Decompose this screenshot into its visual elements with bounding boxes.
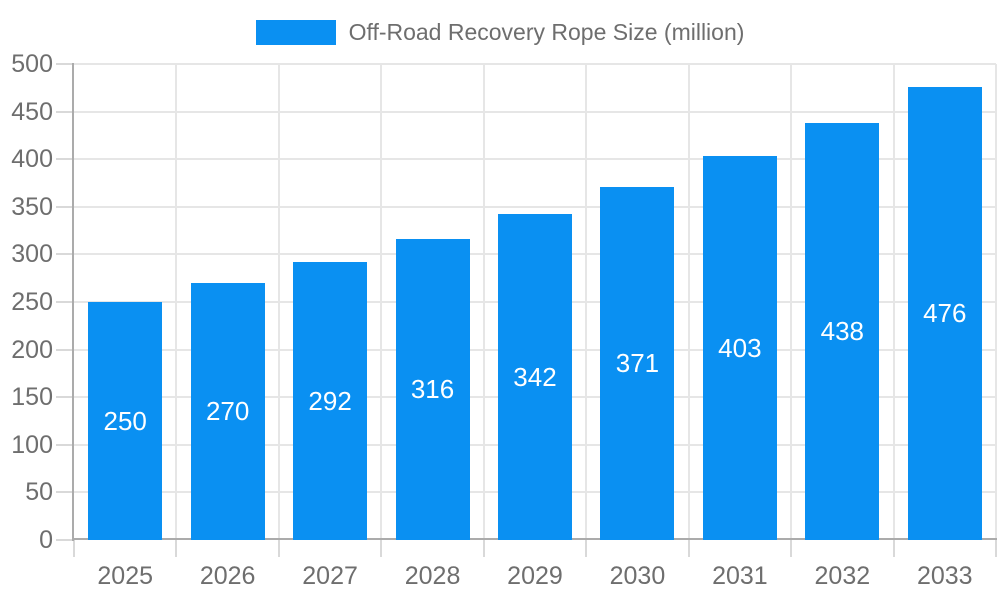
legend-item[interactable]: Off-Road Recovery Rope Size (million) <box>0 19 1000 46</box>
bar[interactable]: 292 <box>293 262 368 540</box>
y-axis-label: 350 <box>11 192 53 221</box>
gridline-vertical <box>277 64 280 540</box>
bar-value-label: 250 <box>103 405 147 436</box>
gridline-vertical <box>175 64 178 540</box>
y-axis-tick <box>56 110 74 113</box>
plot-area: 0 50 100 150 200 250 300 350 400 450 500 250 270 292 3… <box>11 51 997 590</box>
y-axis-label: 400 <box>11 145 53 174</box>
bar-value-label: 476 <box>923 297 967 328</box>
gridline-vertical <box>482 64 485 540</box>
y-axis-label: 200 <box>11 335 53 364</box>
x-axis-tick <box>175 540 178 557</box>
x-axis-tick <box>277 540 280 557</box>
y-axis-tick <box>56 539 74 541</box>
x-axis-label: 2027 <box>302 562 358 590</box>
gridline-vertical <box>892 64 895 540</box>
x-axis-label: 2026 <box>199 562 256 590</box>
y-axis-line <box>72 63 74 541</box>
gridline-vertical <box>380 64 383 540</box>
y-axis-tick <box>56 253 74 256</box>
bar[interactable]: 342 <box>498 214 572 540</box>
y-axis-label: 450 <box>11 97 53 126</box>
bar-value-label: 438 <box>820 316 865 346</box>
x-axis-label: 2033 <box>916 562 973 590</box>
bar-value-label: 292 <box>308 385 352 416</box>
y-axis-tick <box>56 158 74 161</box>
bar[interactable]: 316 <box>395 239 470 540</box>
x-axis-label: 2032 <box>814 562 871 590</box>
x-axis-tick <box>380 540 383 557</box>
y-axis-tick <box>56 396 74 399</box>
x-axis-tick <box>482 540 485 557</box>
y-axis-tick <box>56 63 74 65</box>
x-axis-tick <box>995 540 997 557</box>
x-axis-label: 2025 <box>97 562 154 590</box>
y-axis-tick <box>56 301 74 303</box>
bar-value-label: 342 <box>513 361 557 392</box>
bar-value-label: 270 <box>205 395 250 426</box>
x-axis-tick <box>687 540 690 557</box>
gridline-vertical <box>995 64 997 540</box>
x-axis-tick <box>73 540 75 557</box>
y-axis-label: 250 <box>11 288 53 316</box>
bar[interactable]: 438 <box>805 123 880 540</box>
y-axis-tick <box>56 491 74 494</box>
gridline-vertical <box>790 64 793 540</box>
bar-value-label: 316 <box>410 374 455 405</box>
bar[interactable]: 403 <box>702 156 777 540</box>
y-axis-tick <box>56 348 74 351</box>
y-axis-label: 500 <box>11 50 53 78</box>
bar[interactable]: 270 <box>190 282 265 540</box>
gridline-horizontal <box>74 205 996 208</box>
gridline-horizontal <box>74 110 996 113</box>
y-axis-label: 0 <box>39 526 53 554</box>
bar[interactable]: 371 <box>600 186 675 540</box>
x-axis-tick <box>790 540 793 557</box>
y-axis-label: 300 <box>11 240 53 269</box>
legend-swatch-icon <box>255 20 336 45</box>
bar[interactable]: 476 <box>907 86 982 540</box>
x-axis-tick <box>585 540 588 557</box>
legend-label: Off-Road Recovery Rope Size (million) <box>348 19 745 45</box>
gridline-horizontal <box>74 158 996 161</box>
y-axis-label: 150 <box>11 383 53 412</box>
x-axis-label: 2031 <box>712 562 768 590</box>
x-axis-label: 2029 <box>507 562 563 590</box>
x-axis-tick <box>892 540 895 557</box>
gridline-vertical <box>687 64 690 540</box>
y-axis-tick <box>56 443 74 446</box>
x-axis-label: 2030 <box>609 562 666 590</box>
y-axis-label: 100 <box>11 430 53 459</box>
gridline-vertical <box>585 64 588 540</box>
bar-value-label: 371 <box>615 347 660 378</box>
y-axis-label: 50 <box>25 478 53 507</box>
x-axis-label: 2028 <box>404 562 461 590</box>
bar[interactable]: 250 <box>88 302 163 540</box>
y-axis-tick <box>56 205 74 208</box>
gridline-horizontal <box>74 63 996 65</box>
bar-value-label: 403 <box>718 332 762 363</box>
